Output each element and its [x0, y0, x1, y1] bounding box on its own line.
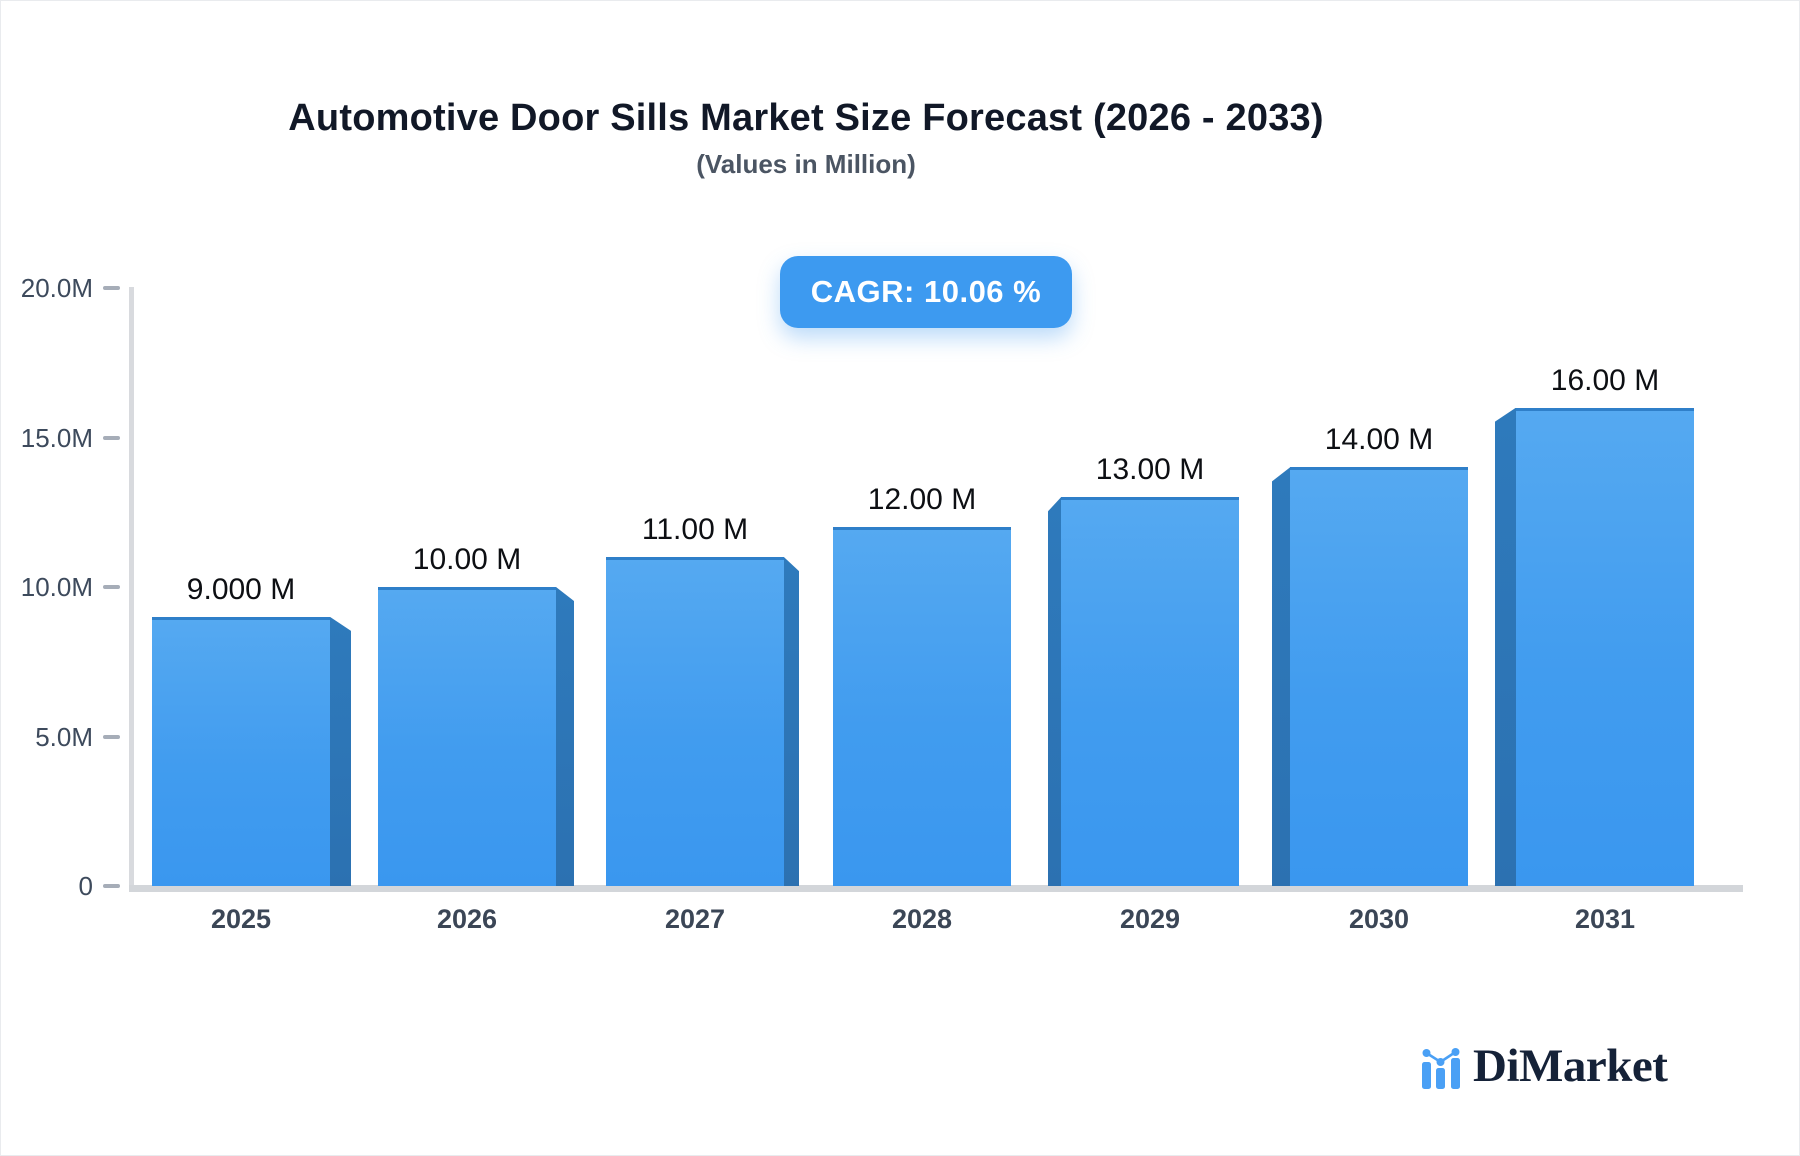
- bar-face-2027: [606, 557, 784, 886]
- bar-face-2026: [378, 587, 556, 886]
- x-tick-label-2026: 2026: [436, 904, 498, 934]
- y-tick-mark: [103, 585, 120, 589]
- y-tick-label: 5.0M: [35, 721, 93, 752]
- bar-face-2028: [833, 527, 1011, 886]
- y-tick-mark: [103, 286, 120, 290]
- x-tick-label-2031: 2031: [1574, 904, 1636, 934]
- bar-side-face-2029: [1048, 497, 1061, 886]
- bar-face-2025: [152, 616, 330, 886]
- bar-value-label-2031: 16.00 M: [1550, 363, 1660, 397]
- x-tick-label-2029: 2029: [1119, 904, 1181, 934]
- x-tick-label-2027: 2027: [664, 904, 726, 934]
- x-tick-label-2030: 2030: [1348, 904, 1410, 934]
- bar-value-label-2025: 9.000 M: [186, 572, 296, 606]
- bar-side-face-2026: [556, 587, 574, 886]
- bar-side-face-2030: [1272, 467, 1290, 886]
- brand-logo: DiMarket: [1421, 1040, 1668, 1092]
- bar-face-2029: [1061, 497, 1239, 886]
- chart-subtitle: (Values in Million): [696, 149, 916, 179]
- brand-name: DiMarket: [1473, 1040, 1668, 1092]
- bar-side-face-2031: [1495, 407, 1516, 886]
- x-axis-line: [129, 885, 1743, 892]
- y-tick-mark: [103, 884, 120, 888]
- x-tick-label-2028: 2028: [891, 904, 953, 934]
- bar-value-label-2030: 14.00 M: [1324, 423, 1434, 457]
- bar-value-label-2028: 12.00 M: [867, 483, 977, 517]
- bar-value-label-2029: 13.00 M: [1095, 453, 1205, 487]
- y-axis-line: [129, 287, 134, 892]
- bar-value-label-2027: 11.00 M: [641, 513, 749, 547]
- y-tick-label: 15.0M: [20, 422, 93, 453]
- bar-value-label-2026: 10.00 M: [412, 543, 522, 576]
- x-tick-label-2025: 2025: [210, 904, 272, 934]
- y-tick-label: 0: [78, 871, 93, 901]
- bar-face-2030: [1290, 467, 1468, 886]
- cagr-badge: CAGR: 10.06 %: [780, 256, 1072, 328]
- bar-chart-sparkline-icon: [1421, 1047, 1463, 1091]
- y-tick-label: 20.0M: [20, 273, 93, 303]
- y-tick-mark: [103, 435, 120, 440]
- bar-face-2031: [1516, 407, 1694, 886]
- y-tick-mark: [103, 734, 120, 739]
- bar-side-face-2025: [330, 616, 351, 886]
- y-tick-label: 10.0M: [20, 572, 93, 602]
- chart-title: Automotive Door Sills Market Size Foreca…: [288, 97, 1324, 139]
- bar-side-face-2027: [784, 557, 799, 886]
